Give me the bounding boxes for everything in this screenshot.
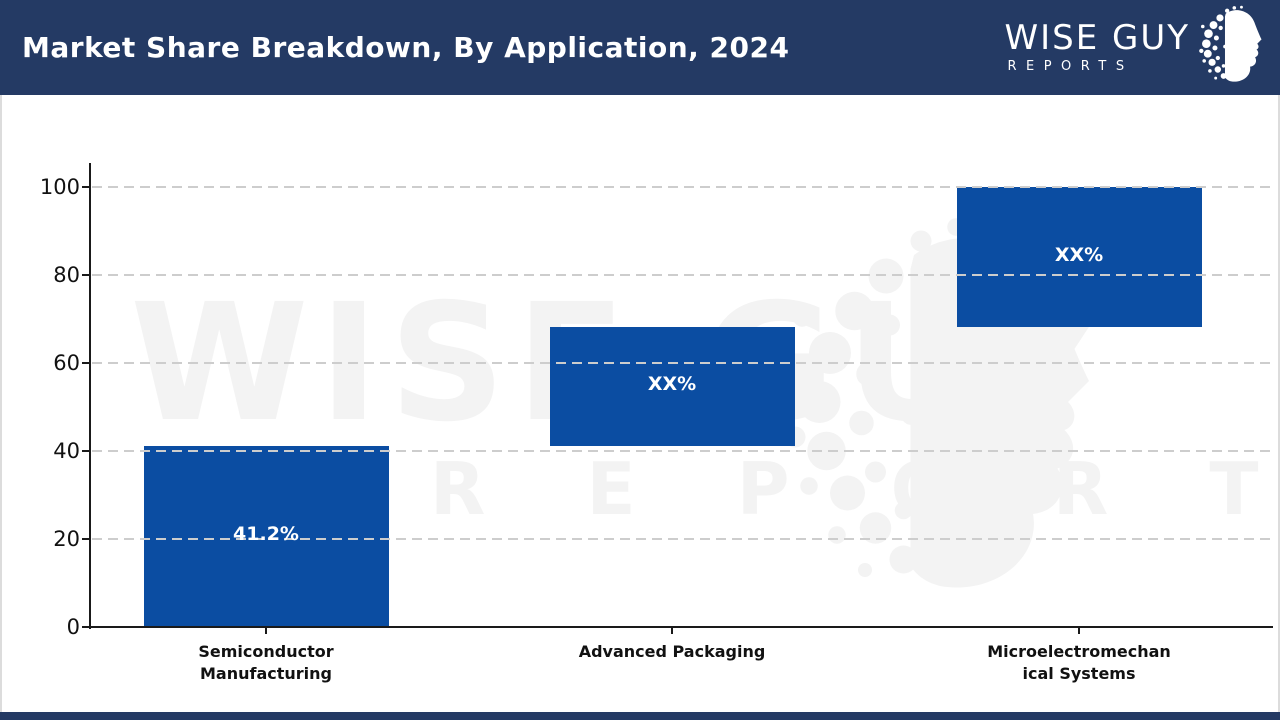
x-tick bbox=[1078, 628, 1080, 634]
bar-segment bbox=[143, 445, 389, 627]
y-tick-20 bbox=[82, 538, 90, 540]
bar-segment bbox=[956, 187, 1202, 327]
bar-value-label: XX% bbox=[647, 373, 697, 396]
y-tick-80 bbox=[82, 274, 90, 276]
x-tick bbox=[671, 628, 673, 634]
chart-area: WISE GUY R E P O R T S 02040608010041.2%… bbox=[0, 95, 1280, 712]
dotted-head-icon bbox=[1199, 5, 1262, 82]
y-tick-label-40: 40 bbox=[53, 439, 80, 463]
y-tick-100 bbox=[82, 186, 90, 188]
category-label: Advanced Packaging bbox=[578, 642, 766, 661]
y-tick-0 bbox=[82, 626, 90, 628]
logo-wordmark: WISE GUY bbox=[1004, 18, 1190, 58]
bar-value-label: XX% bbox=[1054, 243, 1104, 266]
y-tick-label-60: 60 bbox=[53, 351, 80, 375]
y-tick-label-100: 100 bbox=[39, 175, 80, 199]
y-tick-60 bbox=[82, 362, 90, 364]
logo-text: WISE GUY REPORTS bbox=[1004, 21, 1190, 74]
y-tick-label-0: 0 bbox=[66, 615, 80, 639]
page-title: Market Share Breakdown, By Application, … bbox=[22, 31, 790, 64]
gridline-40 bbox=[92, 450, 1272, 452]
x-tick bbox=[265, 628, 267, 634]
x-axis-line bbox=[89, 626, 1273, 628]
wise-guy-reports-logo: WISE GUY REPORTS bbox=[1004, 5, 1280, 91]
category-label: Microelectromechan ical Systems bbox=[987, 642, 1171, 683]
category-label: Semiconductor Manufacturing bbox=[198, 642, 334, 683]
y-tick-label-20: 20 bbox=[53, 527, 80, 551]
gridline-20 bbox=[92, 538, 1272, 540]
bar-value-label: 41.2% bbox=[233, 523, 299, 546]
y-tick-label-80: 80 bbox=[53, 263, 80, 287]
gridline-60 bbox=[92, 362, 1272, 364]
bar-segment bbox=[549, 326, 795, 446]
logo-subtitle: REPORTS bbox=[1007, 59, 1134, 74]
gridline-80 bbox=[92, 274, 1272, 276]
header: Market Share Breakdown, By Application, … bbox=[0, 0, 1280, 95]
y-tick-40 bbox=[82, 450, 90, 452]
gridline-100 bbox=[92, 186, 1272, 188]
footer-bar bbox=[0, 712, 1280, 720]
y-axis-line bbox=[89, 163, 91, 629]
